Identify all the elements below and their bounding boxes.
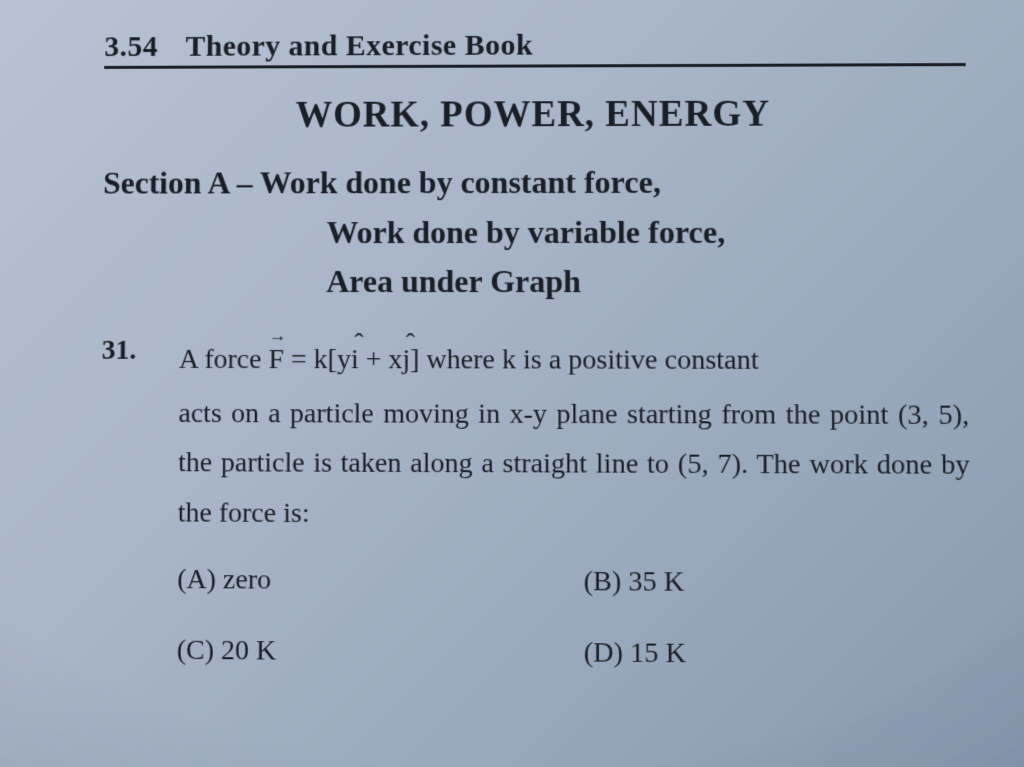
question-rest: acts on a particle moving in x-y plane s… [178,389,971,543]
question-lead: A force [179,344,269,375]
formula-eq: = k[y [284,344,351,375]
textbook-page: 3.54 Theory and Exercise Book WORK, POWE… [0,0,1024,723]
section-line-3: Area under Graph [102,257,968,307]
chapter-title: WORK, POWER, ENERGY [104,92,967,137]
unit-i: i [351,335,359,385]
question-number: 31. [102,335,146,367]
options-grid: (A) zero (B) 35 K (C) 20 K (D) 15 K [177,555,972,681]
option-a: (A) zero [177,555,559,607]
section-heading: Section A – Work done by constant force,… [102,157,968,307]
option-c: (C) 20 K [177,625,560,678]
formula-plus: + x [359,344,403,375]
option-d: (D) 15 K [584,628,972,681]
unit-j: j [402,335,410,385]
page-number: 3.54 [104,30,158,64]
question-tail-1: where k is a positive constant [419,344,758,376]
vector-F: F [268,335,284,385]
section-line-1: Work done by constant force, [260,164,661,200]
section-label: Section A – [103,165,253,201]
force-formula: F = k[yi + xj] [268,344,419,375]
book-title: Theory and Exercise Book [185,29,533,64]
page-header: 3.54 Theory and Exercise Book [104,27,966,69]
option-b: (B) 35 K [584,557,972,610]
question-body: A force F = k[yi + xj] where k is a posi… [177,335,972,682]
question-block: 31. A force F = k[yi + xj] where k is a … [99,335,972,682]
section-line-2: Work done by variable force, [103,207,968,257]
